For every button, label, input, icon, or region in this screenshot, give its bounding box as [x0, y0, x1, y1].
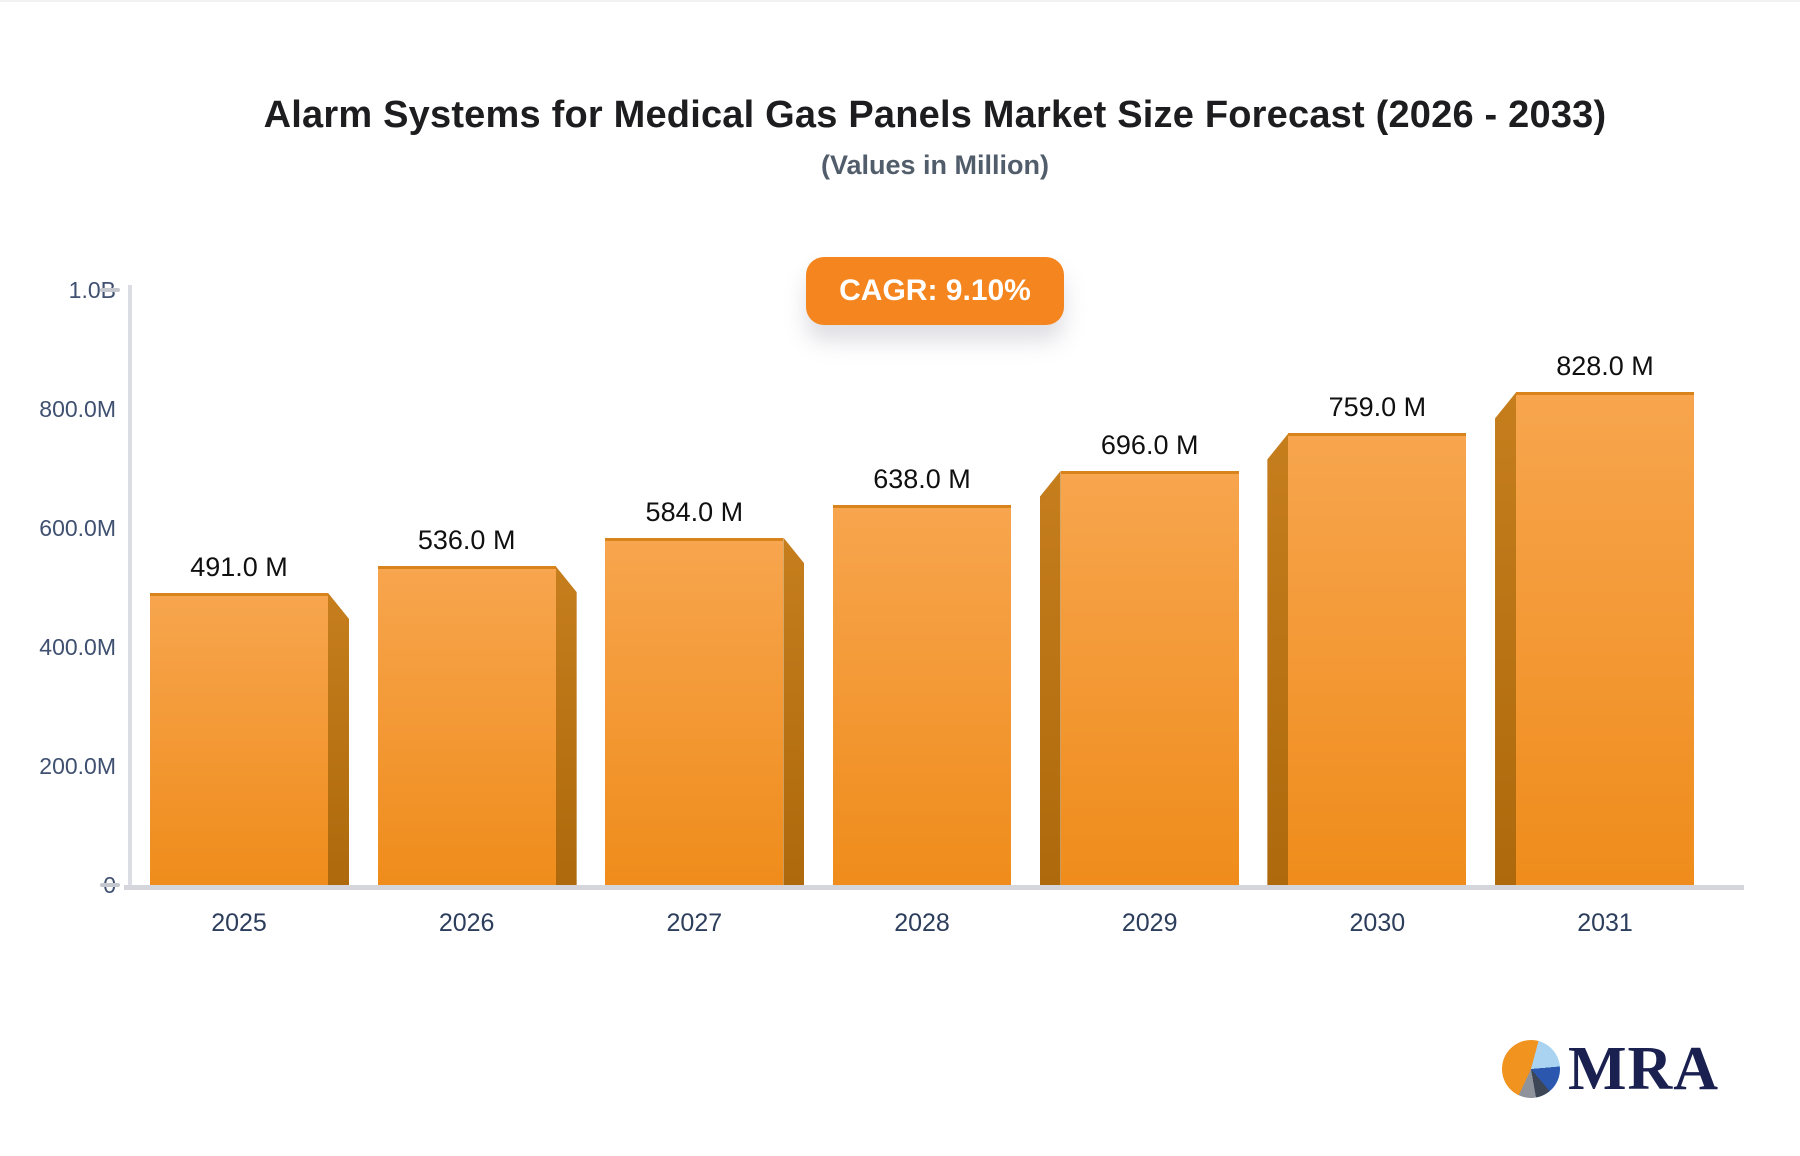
bar-2031[interactable]: 828.0 M 2031: [1495, 351, 1695, 937]
bar-2028[interactable]: 638.0 M 2028: [833, 464, 1011, 937]
bar-side-face: [1267, 433, 1289, 885]
bar-value-label: 696.0 M: [1100, 429, 1199, 460]
bar-face: [1060, 470, 1239, 885]
bar-face: [1516, 392, 1695, 885]
bar-side-face: [555, 566, 577, 885]
bar-value-label: 491.0 M: [190, 551, 288, 582]
logo-text: MRA: [1568, 1035, 1720, 1103]
bar-2027[interactable]: 584.0 M 2027: [605, 497, 805, 937]
bar-value-label: 584.0 M: [645, 496, 744, 527]
x-axis-label: 2030: [1349, 909, 1406, 937]
bar-side-face: [783, 537, 805, 885]
bar-face: [377, 566, 556, 885]
bar-value-label: 536.0 M: [417, 525, 516, 556]
x-axis-line: [124, 885, 1744, 890]
bar-value-label: 828.0 M: [1556, 351, 1654, 382]
y-tick-mark: [100, 288, 120, 292]
bar-face: [1288, 433, 1467, 885]
bar-value-label: 759.0 M: [1328, 392, 1427, 423]
cagr-badge[interactable]: CAGR: 9.10%: [806, 257, 1064, 325]
chart-subtitle: (Values in Million): [820, 150, 1050, 180]
x-axis-label: 2025: [211, 909, 267, 937]
x-axis-label: 2029: [1121, 909, 1178, 937]
bar-face: [833, 505, 1011, 885]
y-tick-label: 600.0M: [39, 515, 116, 541]
y-tick-label: 200.0M: [39, 753, 116, 779]
bar-2025[interactable]: 491.0 M 2025: [150, 552, 349, 937]
bar-side-face: [328, 592, 349, 885]
y-tick-label: 400.0M: [39, 634, 116, 660]
bar-side-face: [1039, 470, 1061, 885]
x-axis-label: 2027: [666, 909, 723, 937]
y-axis-line: [128, 285, 132, 887]
bar-face: [605, 537, 784, 885]
bar-2029[interactable]: 696.0 M 2029: [1039, 430, 1239, 937]
bar-2026[interactable]: 536.0 M 2026: [377, 525, 577, 937]
chart-title: Alarm Systems for Medical Gas Panels Mar…: [263, 94, 1607, 136]
mra-logo: MRA: [1502, 1035, 1720, 1103]
bar-face: [150, 592, 328, 885]
bar-value-label: 638.0 M: [873, 464, 971, 495]
x-axis-label: 2026: [438, 909, 495, 937]
pie-chart-icon: [1502, 1040, 1560, 1098]
bar-2030[interactable]: 759.0 M 2030: [1267, 392, 1467, 937]
y-tick-mark: [100, 883, 120, 887]
bar-side-face: [1495, 392, 1517, 885]
x-axis-label: 2028: [894, 909, 950, 937]
x-axis-label: 2031: [1577, 909, 1633, 937]
y-tick-label: 800.0M: [39, 396, 116, 422]
